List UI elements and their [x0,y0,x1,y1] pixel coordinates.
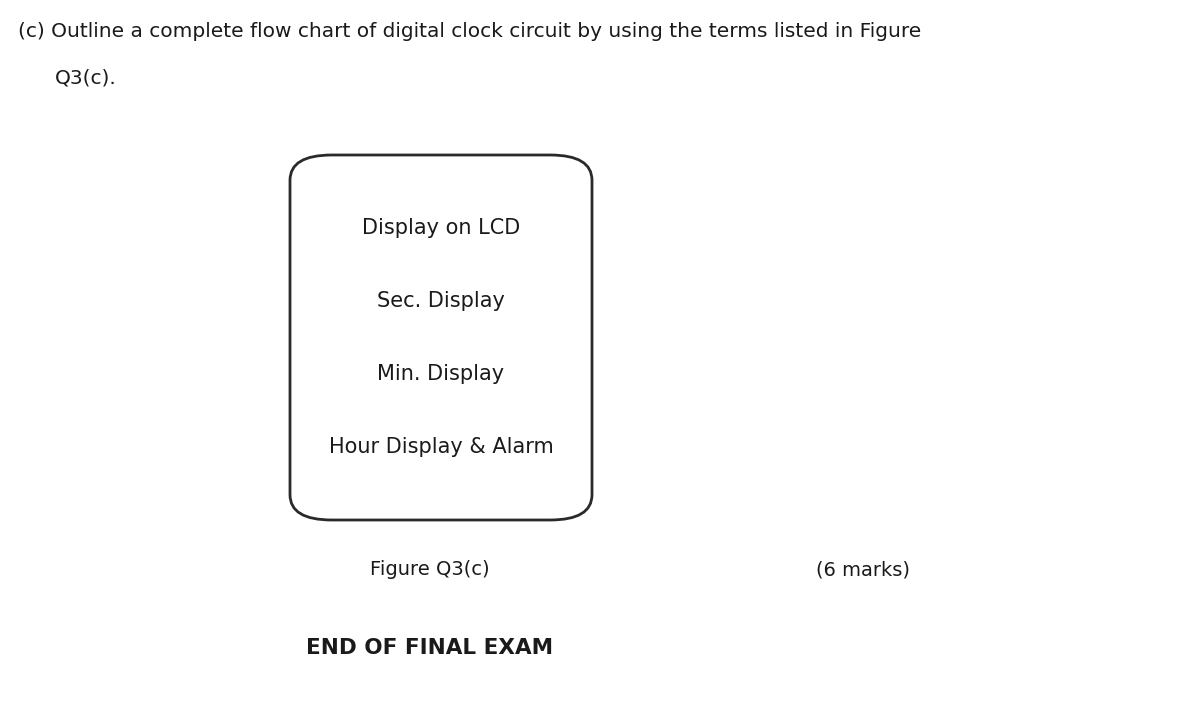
Text: Sec. Display: Sec. Display [377,291,505,311]
Text: Figure Q3(c): Figure Q3(c) [370,560,490,579]
Text: Q3(c).: Q3(c). [55,68,117,87]
Text: Hour Display & Alarm: Hour Display & Alarm [329,437,553,457]
Text: Min. Display: Min. Display [377,364,505,384]
Text: Display on LCD: Display on LCD [361,218,521,238]
Text: END OF FINAL EXAM: END OF FINAL EXAM [306,638,553,658]
FancyBboxPatch shape [290,155,593,520]
Text: (6 marks): (6 marks) [816,560,910,579]
Text: (c) Outline a complete flow chart of digital clock circuit by using the terms li: (c) Outline a complete flow chart of dig… [18,22,922,41]
